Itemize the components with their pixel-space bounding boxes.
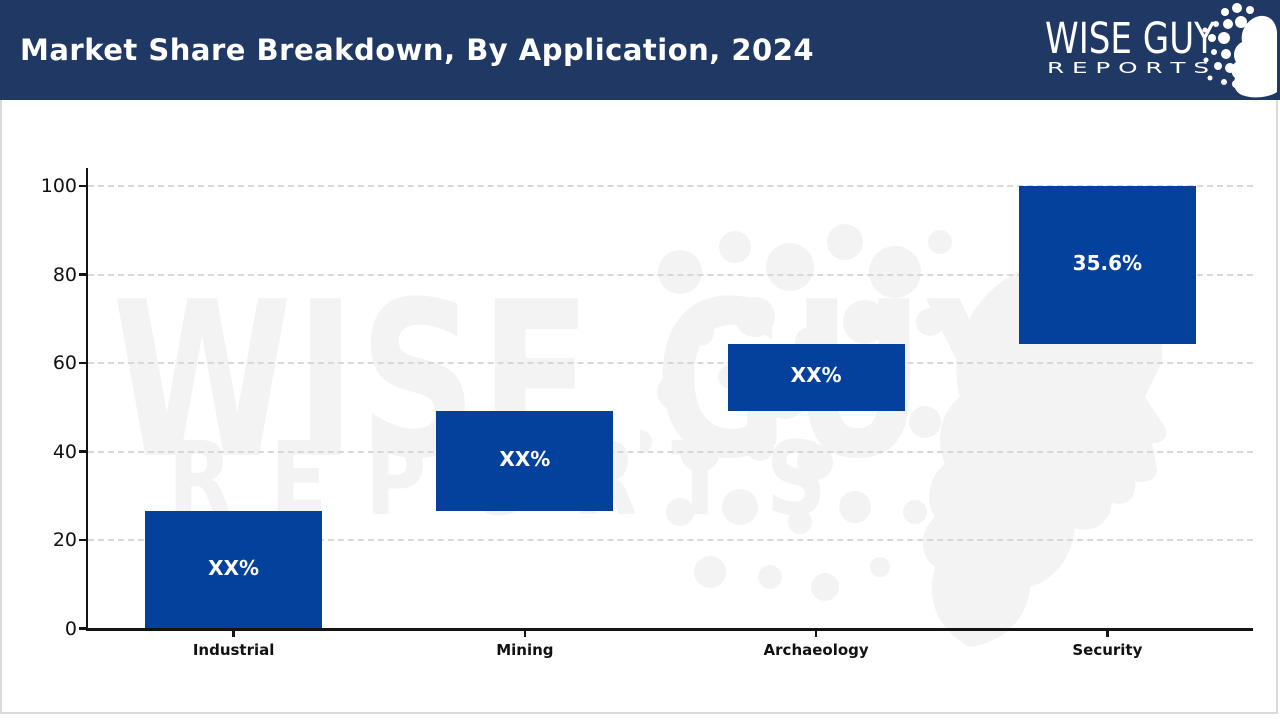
bar-value-label-mining: XX% xyxy=(499,447,551,472)
bar-value-label-archaeology: XX% xyxy=(790,363,842,388)
y-tick-60 xyxy=(79,361,88,365)
logo-subtext: R E P O R T S xyxy=(1047,59,1209,77)
y-tick-label-0: 0 xyxy=(64,617,77,640)
x-tick-label-industrial: Industrial xyxy=(192,641,275,659)
x-tick-security xyxy=(1106,628,1109,637)
bar-value-label-industrial: XX% xyxy=(208,555,260,580)
logo-dot-face-icon xyxy=(1202,3,1277,98)
y-tick-label-60: 60 xyxy=(52,352,77,374)
y-tick-20 xyxy=(79,538,88,542)
x-tick-archaeology xyxy=(814,628,818,637)
y-tick-label-40: 40 xyxy=(52,440,77,463)
y-tick-label-20: 20 xyxy=(52,529,77,551)
y-tick-label-80: 80 xyxy=(52,263,77,286)
x-tick-label-mining: Mining xyxy=(496,641,554,659)
bar-value-label-security: 35.6% xyxy=(1072,250,1143,275)
logo-graphic: WISE GUY R E P O R T S xyxy=(1045,3,1277,98)
logo-wordmark: WISE GUY xyxy=(1045,14,1216,64)
bar-archaeology xyxy=(727,343,905,412)
x-tick-mining xyxy=(523,628,527,637)
gridline-60 xyxy=(88,362,1253,364)
y-tick-80 xyxy=(79,273,88,276)
gridline-80 xyxy=(88,273,1253,276)
y-tick-100 xyxy=(79,184,88,188)
bar-industrial xyxy=(145,511,323,629)
x-tick-label-archaeology: Archaeology xyxy=(763,641,869,659)
wise-guy-reports-logo: WISE GUY R E P O R T S xyxy=(1040,0,1278,100)
bar-security xyxy=(1018,186,1196,344)
y-tick-0 xyxy=(79,627,88,630)
y-tick-label-100: 100 xyxy=(40,175,77,197)
header-band: Market Share Breakdown, By Application, … xyxy=(0,0,1280,100)
y-axis-spine xyxy=(85,168,88,631)
x-tick-label-security: Security xyxy=(1072,641,1143,659)
x-tick-industrial xyxy=(232,628,235,637)
gridline-40 xyxy=(88,450,1253,453)
gridline-100 xyxy=(88,185,1253,187)
bar-mining xyxy=(436,411,614,512)
chart-title: Market Share Breakdown, By Application, … xyxy=(20,33,815,67)
x-axis-spine xyxy=(85,628,1253,631)
y-tick-40 xyxy=(79,450,88,453)
gridline-20 xyxy=(88,539,1253,541)
